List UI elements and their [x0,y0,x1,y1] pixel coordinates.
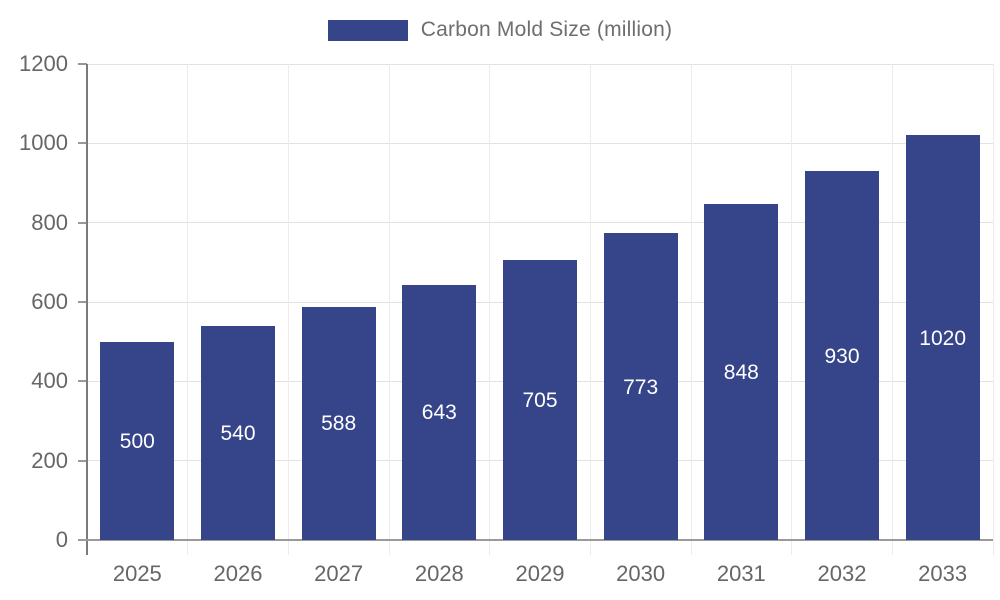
bar[interactable] [100,341,175,540]
y-tick-label: 1200 [19,51,68,76]
bar[interactable] [201,325,275,540]
y-tick [78,221,87,224]
bar[interactable] [603,233,678,540]
y-tick [78,142,87,145]
bar[interactable] [905,135,980,540]
v-gridline [992,64,994,555]
y-axis-line [86,64,88,555]
bar-value-label: 930 [824,344,860,368]
bar[interactable] [704,203,779,540]
bar-value-label: 500 [119,429,155,453]
legend-swatch[interactable] [327,19,408,41]
x-axis-line [78,539,993,541]
bar[interactable] [301,306,376,540]
bar-value-label: 773 [623,375,659,399]
v-gridline [891,64,893,555]
y-tick [78,459,87,462]
v-gridline [287,64,289,555]
x-tick-label: 2030 [616,561,666,586]
legend-label: Carbon Mold Size (million) [420,18,673,41]
x-tick-label: 2027 [314,561,364,586]
x-tick-label: 2025 [112,561,162,586]
h-gridline [87,63,993,65]
h-gridline [87,222,993,224]
y-tick-label: 600 [31,289,68,314]
legend[interactable]: Carbon Mold Size (million) [0,18,1000,42]
x-tick-label: 2031 [716,561,766,586]
bar[interactable] [503,260,577,540]
bar-value-label: 643 [421,401,457,425]
y-tick-label: 0 [55,527,68,552]
y-tick-label: 1000 [19,130,68,156]
bar-value-label: 540 [220,421,256,445]
v-gridline [187,64,189,555]
v-gridline [489,64,491,555]
bar-value-label: 1020 [919,326,967,350]
y-tick-label: 400 [31,368,68,394]
x-tick-label: 2026 [213,561,263,586]
y-tick [78,63,87,65]
y-tick-label: 200 [31,447,68,473]
x-tick-label: 2033 [918,561,968,586]
bar-value-label: 848 [723,360,759,384]
x-tick-label: 2029 [515,561,565,586]
y-tick-label: 800 [31,209,68,235]
v-gridline [589,64,591,555]
v-gridline [690,64,692,555]
bar-value-label: 588 [321,412,357,436]
v-gridline [791,64,793,555]
x-tick-label: 2028 [414,561,464,586]
y-tick [78,380,87,383]
y-tick [78,301,87,303]
v-gridline [388,64,390,555]
bar[interactable] [402,284,477,540]
x-tick-label: 2032 [817,561,867,586]
bar[interactable] [805,171,879,540]
h-gridline [87,142,993,144]
bar-value-label: 705 [522,389,558,413]
